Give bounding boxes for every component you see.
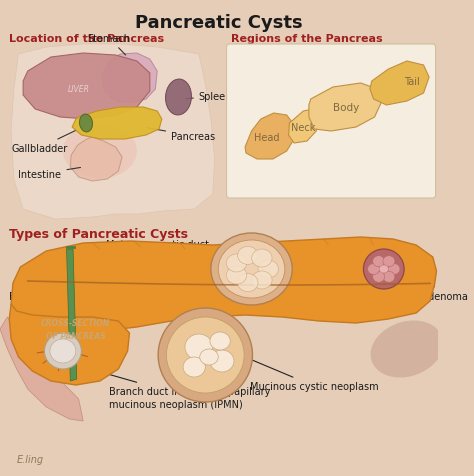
Text: Spleen: Spleen xyxy=(186,92,232,102)
Ellipse shape xyxy=(210,350,234,372)
Polygon shape xyxy=(9,304,129,385)
Ellipse shape xyxy=(158,308,253,402)
Ellipse shape xyxy=(185,334,213,360)
Text: Tail: Tail xyxy=(404,77,419,87)
Text: Body: Body xyxy=(333,103,359,113)
Ellipse shape xyxy=(63,124,137,179)
Polygon shape xyxy=(245,114,294,159)
Text: Bile duct: Bile duct xyxy=(9,291,66,301)
Text: Types of Pancreatic Cysts: Types of Pancreatic Cysts xyxy=(9,228,188,240)
Ellipse shape xyxy=(373,272,385,283)
Ellipse shape xyxy=(364,249,404,289)
Ellipse shape xyxy=(237,274,258,292)
Polygon shape xyxy=(370,62,429,106)
Ellipse shape xyxy=(211,234,292,306)
Ellipse shape xyxy=(166,317,244,393)
Text: Pancreas: Pancreas xyxy=(146,128,215,142)
FancyBboxPatch shape xyxy=(227,45,436,198)
Ellipse shape xyxy=(218,240,285,298)
Ellipse shape xyxy=(373,256,385,267)
Ellipse shape xyxy=(45,333,82,369)
Ellipse shape xyxy=(371,321,443,378)
Text: Main pancreatic duct: Main pancreatic duct xyxy=(106,239,210,275)
Text: Pancreatic Cysts: Pancreatic Cysts xyxy=(136,14,303,32)
Polygon shape xyxy=(309,84,381,132)
Polygon shape xyxy=(66,249,77,381)
Text: Solid pseudopapillary
neoplasm: Solid pseudopapillary neoplasm xyxy=(298,278,402,311)
Ellipse shape xyxy=(368,264,380,275)
Ellipse shape xyxy=(252,249,272,268)
Text: Neck: Neck xyxy=(291,123,316,133)
Ellipse shape xyxy=(383,272,395,283)
Polygon shape xyxy=(72,108,162,140)
Polygon shape xyxy=(0,317,83,421)
Ellipse shape xyxy=(227,254,246,272)
Text: CROSS-SECTION
OF PANCREAS: CROSS-SECTION OF PANCREAS xyxy=(41,318,110,340)
Text: Location of the Pancreas: Location of the Pancreas xyxy=(9,34,164,44)
Ellipse shape xyxy=(252,271,272,289)
Text: Mucinous cystic neoplasm: Mucinous cystic neoplasm xyxy=(250,360,378,391)
Ellipse shape xyxy=(383,256,395,267)
Ellipse shape xyxy=(388,264,400,275)
Text: Stomach: Stomach xyxy=(88,34,131,56)
Polygon shape xyxy=(102,54,157,104)
Ellipse shape xyxy=(237,247,258,265)
Ellipse shape xyxy=(80,115,92,133)
Ellipse shape xyxy=(210,332,230,350)
Text: Gallbladder: Gallbladder xyxy=(11,131,76,154)
Text: Head: Head xyxy=(254,133,279,143)
Text: Serous
cystadenoma: Serous cystadenoma xyxy=(398,273,468,301)
Text: Regions of the Pancreas: Regions of the Pancreas xyxy=(231,34,383,44)
Text: Branch duct intraductal papillary
mucinous neoplasm (IPMN): Branch duct intraductal papillary mucino… xyxy=(100,372,271,409)
Ellipse shape xyxy=(200,349,218,365)
Polygon shape xyxy=(70,138,122,182)
Ellipse shape xyxy=(165,80,191,116)
Text: Intestine: Intestine xyxy=(18,168,81,179)
Ellipse shape xyxy=(50,339,76,363)
Text: E.ling: E.ling xyxy=(17,454,44,464)
Polygon shape xyxy=(11,238,437,335)
Polygon shape xyxy=(11,45,215,219)
Polygon shape xyxy=(289,110,318,144)
Ellipse shape xyxy=(183,357,205,377)
Text: LIVER: LIVER xyxy=(68,85,90,94)
Ellipse shape xyxy=(258,260,278,278)
Ellipse shape xyxy=(227,267,247,285)
Polygon shape xyxy=(23,54,150,120)
Ellipse shape xyxy=(379,266,388,273)
